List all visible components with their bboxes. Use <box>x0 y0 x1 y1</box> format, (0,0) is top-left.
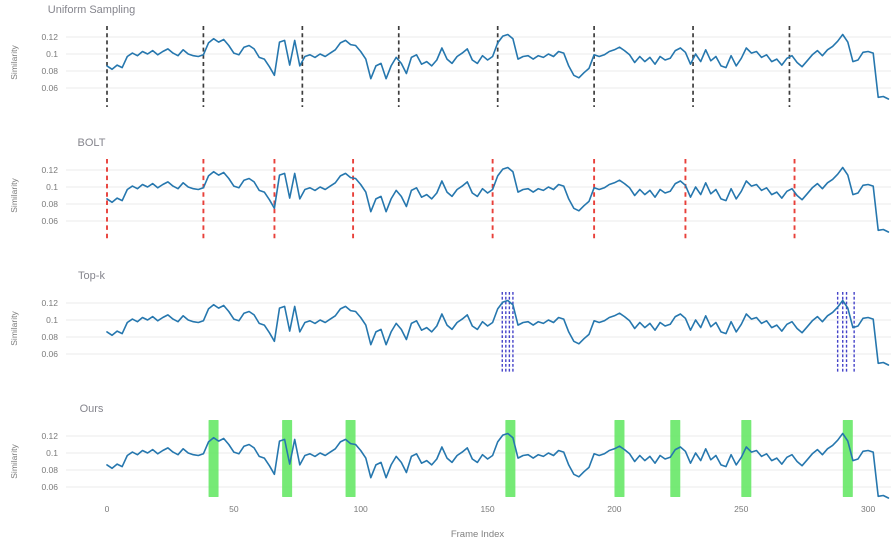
similarity-line <box>106 432 890 499</box>
similarity-line <box>106 33 890 100</box>
chart-title-uniform-sampling: Uniform Sampling <box>47 4 136 16</box>
similarity-line <box>106 166 890 233</box>
selected-frame-band <box>614 420 625 497</box>
y-tick-label: 0.1 <box>46 448 58 458</box>
x-tick-label: 0 <box>105 504 110 514</box>
x-tick-label: 100 <box>354 504 368 514</box>
y-tick-label: 0.06 <box>41 349 58 359</box>
y-axis-label: Similarity <box>9 45 19 80</box>
y-tick-label: 0.06 <box>41 482 58 492</box>
x-tick-label: 50 <box>229 504 239 514</box>
topk-plot: 0.06 0.08 0.1 0.12 Similarity <box>9 292 891 373</box>
ours-plot: 0.06 0.08 0.1 0.12 Similarity 0 50 100 150 200 250… <box>9 420 891 514</box>
x-tick-label: 150 <box>480 504 494 514</box>
x-tick-label: 300 <box>861 504 875 514</box>
y-tick-label: 0.08 <box>41 66 58 76</box>
chart-title-ours: Ours <box>79 403 104 415</box>
chart-title-bolt: BOLT <box>77 137 106 149</box>
x-tick-label: 200 <box>607 504 621 514</box>
x-tick-label: 250 <box>734 504 748 514</box>
similarity-line <box>106 299 890 366</box>
y-axis-label: Similarity <box>9 178 19 213</box>
selected-frame-band <box>208 420 219 497</box>
x-axis-label: Frame Index <box>450 529 505 540</box>
y-tick-label: 0.12 <box>41 32 58 42</box>
y-tick-label: 0.12 <box>41 165 58 175</box>
chart-bolt: BOLT 0.06 0.08 0.1 0.12 Similarity <box>0 133 895 266</box>
y-tick-label: 0.08 <box>41 465 58 475</box>
y-tick-label: 0.1 <box>46 182 58 192</box>
selected-frame-band <box>842 420 853 497</box>
y-axis-label: Similarity <box>9 444 19 479</box>
y-tick-label: 0.12 <box>41 298 58 308</box>
bolt-plot: 0.06 0.08 0.1 0.12 Similarity <box>9 159 891 240</box>
y-tick-label: 0.08 <box>41 199 58 209</box>
selected-frame-band <box>505 420 516 497</box>
chart-title-topk: Top-k <box>78 270 105 282</box>
chart-uniform-sampling: Uniform Sampling 0.06 0.08 0.1 0.12 Similari… <box>0 0 895 133</box>
y-tick-label: 0.06 <box>41 216 58 226</box>
y-axis-label: Similarity <box>9 311 19 346</box>
y-tick-label: 0.12 <box>41 431 58 441</box>
y-tick-label: 0.08 <box>41 332 58 342</box>
selected-frame-band <box>670 420 681 497</box>
chart-ours: Ours 0.06 0.08 0.1 0.12 Similarity 0 50 100 150 2… <box>0 399 895 543</box>
uniform-sampling-plot: 0.06 0.08 0.1 0.12 Similarity <box>9 26 891 107</box>
selected-frame-band <box>741 420 752 497</box>
y-tick-label: 0.1 <box>46 49 58 59</box>
chart-topk: Top-k 0.06 0.08 0.1 0.12 Similarity <box>0 266 895 399</box>
y-tick-label: 0.06 <box>41 83 58 93</box>
selected-frame-band <box>345 420 356 497</box>
y-tick-label: 0.1 <box>46 315 58 325</box>
